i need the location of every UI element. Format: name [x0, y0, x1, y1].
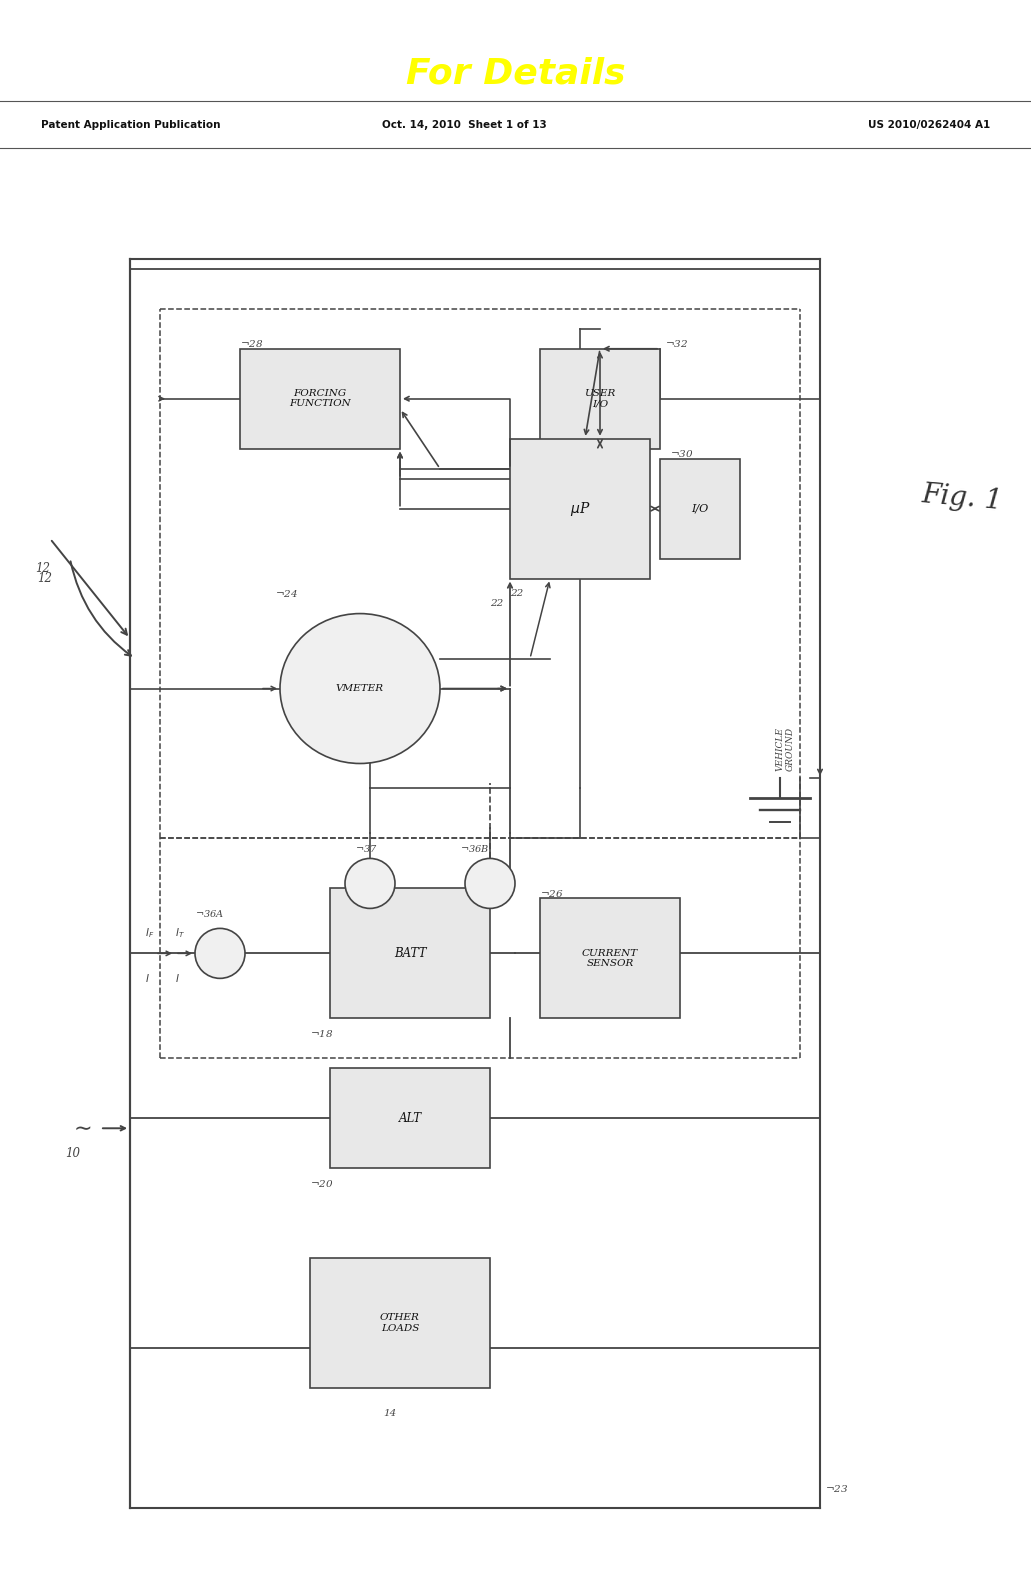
Text: 12: 12 [35, 562, 49, 575]
Bar [330, 888, 490, 1018]
Text: US 2010/0262404 A1: US 2010/0262404 A1 [867, 119, 990, 130]
Text: 14: 14 [384, 1409, 397, 1418]
Text: $\neg$36B: $\neg$36B [460, 843, 490, 854]
Text: $I_F$: $I_F$ [145, 926, 155, 940]
Text: $I_T$: $I_T$ [175, 926, 185, 940]
Text: Patent Application Publication: Patent Application Publication [41, 119, 221, 130]
Circle shape [195, 929, 245, 978]
Bar [660, 459, 740, 559]
Text: 10: 10 [65, 1147, 80, 1159]
Text: $\neg$37: $\neg$37 [355, 843, 377, 854]
Ellipse shape [280, 613, 440, 764]
Text: $\neg$18: $\neg$18 [310, 1027, 333, 1039]
Text: Fig. 1: Fig. 1 [920, 481, 1003, 515]
Bar [540, 899, 680, 1018]
Text: $\neg$28: $\neg$28 [240, 338, 264, 349]
Bar [310, 1258, 490, 1388]
Text: $\neg$32: $\neg$32 [665, 338, 689, 349]
Text: VEHICLE
GROUND: VEHICLE GROUND [775, 726, 795, 770]
Bar [540, 349, 660, 449]
Bar [240, 349, 400, 449]
Text: FORCING
FUNCTION: FORCING FUNCTION [289, 389, 351, 408]
Bar [330, 1069, 490, 1169]
Text: $\neg$30: $\neg$30 [670, 448, 694, 459]
Text: BATT: BATT [394, 946, 426, 959]
Text: VMETER: VMETER [336, 684, 385, 692]
Text: I/O: I/O [692, 503, 708, 513]
Text: ALT: ALT [398, 1112, 422, 1124]
Text: $I$: $I$ [175, 972, 179, 985]
Text: $I$: $I$ [145, 972, 149, 985]
Text: 22: 22 [490, 599, 503, 608]
Text: 22: 22 [510, 589, 524, 599]
Text: $\neg$23: $\neg$23 [825, 1483, 849, 1494]
Text: $\neg$26: $\neg$26 [540, 888, 564, 899]
Bar [510, 438, 650, 578]
Text: $\mu$P: $\mu$P [570, 500, 591, 518]
Text: $\neg$36A: $\neg$36A [195, 908, 224, 919]
Text: For Details: For Details [405, 57, 626, 91]
Text: CURRENT
SENSOR: CURRENT SENSOR [581, 948, 638, 969]
Text: $\sim$: $\sim$ [69, 1118, 92, 1139]
Text: $\neg$24: $\neg$24 [275, 588, 298, 599]
Text: $\neg$20: $\neg$20 [310, 1178, 334, 1189]
Text: 12: 12 [37, 572, 53, 584]
Text: Oct. 14, 2010  Sheet 1 of 13: Oct. 14, 2010 Sheet 1 of 13 [381, 119, 546, 130]
Text: TAP HERE: TAP HERE [477, 21, 554, 35]
Text: USER
I/O: USER I/O [585, 389, 616, 408]
Circle shape [465, 859, 516, 908]
Text: OTHER
LOADS: OTHER LOADS [380, 1313, 420, 1332]
Circle shape [345, 859, 395, 908]
